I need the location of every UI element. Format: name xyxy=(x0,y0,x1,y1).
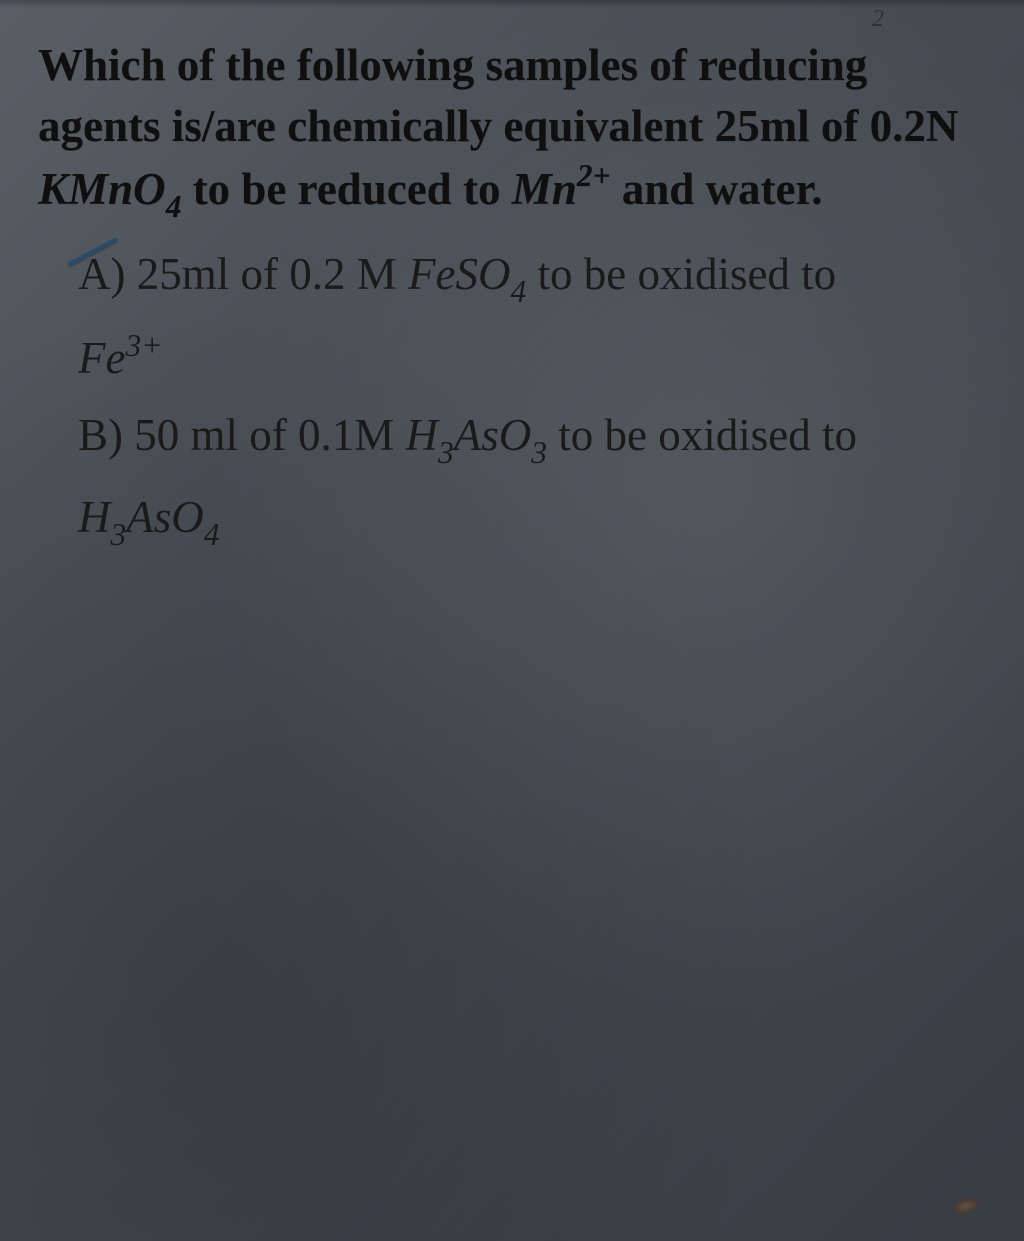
stem-text-2: to be reduced to xyxy=(181,164,511,214)
option-b-text-before: 50 ml of 0.1M xyxy=(134,410,405,460)
option-b-result: H3AsO4 xyxy=(38,486,976,554)
option-b-text-after: to be oxidised to xyxy=(547,410,857,460)
option-b: B) 50 ml of 0.1M H3AsO3 to be oxidised t… xyxy=(38,404,976,472)
option-a-text-before: 25ml of 0.2 M xyxy=(137,249,408,299)
page-top-shadow xyxy=(0,0,1024,8)
question-stem: Which of the following samples of reduci… xyxy=(38,35,976,225)
option-a-text-after: to be oxidised to xyxy=(526,249,836,299)
question-page: 2 Which of the following samples of redu… xyxy=(0,0,1024,1241)
stem-text-1: Which of the following samples of reduci… xyxy=(38,40,958,151)
stem-formula-1: KMnO4 xyxy=(38,164,181,214)
option-a-result: Fe3+ xyxy=(38,325,976,390)
option-b-label: B) xyxy=(78,410,134,460)
option-a: A) 25ml of 0.2 M FeSO4 to be oxidised to xyxy=(38,243,976,311)
smudge-icon xyxy=(952,1196,981,1216)
stem-formula-2: Mn2+ xyxy=(512,164,611,214)
corner-mark: 2 xyxy=(872,6,884,33)
option-b-formula: H3AsO3 xyxy=(406,410,548,460)
option-a-formula: FeSO4 xyxy=(408,249,526,299)
stem-text-3: and water. xyxy=(610,164,822,214)
